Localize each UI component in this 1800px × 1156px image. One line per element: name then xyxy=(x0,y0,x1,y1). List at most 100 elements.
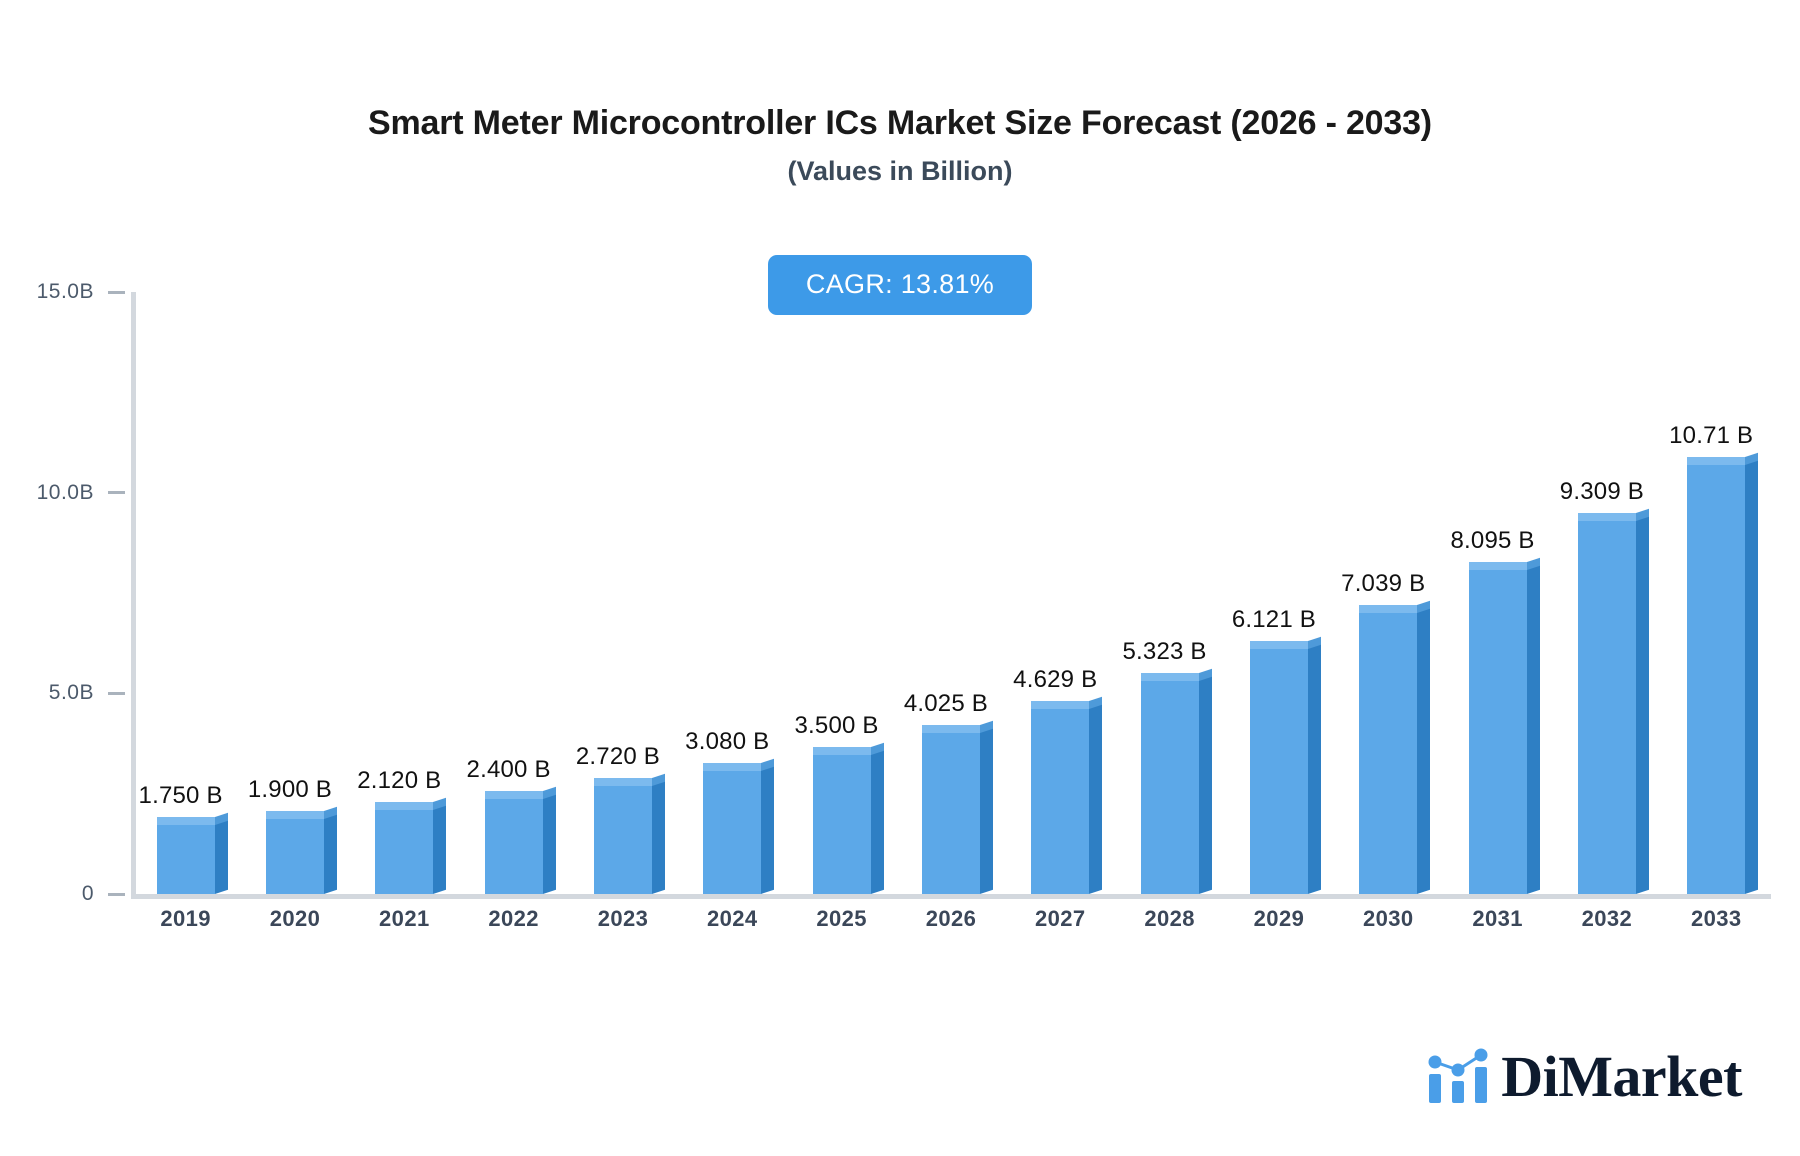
bar-front-face xyxy=(156,823,215,894)
x-axis-label-2027: 2027 xyxy=(1035,906,1086,931)
bar[interactable]: 5.323 B xyxy=(1122,638,1212,894)
x-axis-label-2026: 2026 xyxy=(925,906,977,931)
bar-side-face xyxy=(1526,564,1540,894)
bar-top-face xyxy=(703,763,762,772)
bar-slot: 5.323 B xyxy=(1115,292,1224,894)
x-axis-line xyxy=(131,894,1771,899)
bar[interactable]: 9.309 B xyxy=(1560,478,1649,894)
bar-top-face xyxy=(812,746,871,755)
bar[interactable]: 3.080 B xyxy=(685,728,775,894)
bar-value-label: 1.750 B xyxy=(138,781,223,809)
bar-top-face xyxy=(1249,641,1308,650)
bar-front-face xyxy=(1687,464,1746,894)
bar-top-face xyxy=(156,816,215,825)
bar[interactable]: 8.095 B xyxy=(1450,527,1540,894)
x-axis-label-2033: 2033 xyxy=(1690,906,1742,931)
x-axis-label-2031: 2031 xyxy=(1472,906,1523,931)
bar-value-label: 4.629 B xyxy=(1013,666,1098,694)
bar-chart-dots-icon xyxy=(1428,1048,1488,1103)
bar-slot: 1.750 B xyxy=(131,292,240,894)
bar-slot: 2.720 B xyxy=(568,292,677,894)
bar-slot: 3.080 B xyxy=(678,292,787,894)
x-axis-label-2020: 2020 xyxy=(269,906,321,931)
bar[interactable]: 2.400 B xyxy=(467,756,556,894)
bar-side-face xyxy=(870,749,884,894)
bar-series: 1.750 B 1.900 B 2.120 B 2.400 B 2.720 B 3.080… xyxy=(131,292,1771,894)
bar-top-face xyxy=(1468,562,1527,571)
y-tick-mark xyxy=(108,290,125,294)
bar-top-face xyxy=(1359,604,1418,613)
bar-front-face xyxy=(1577,520,1636,894)
logo-wordmark: DiMarket xyxy=(1501,1044,1742,1109)
bar-slot: 8.095 B xyxy=(1443,292,1552,894)
bar-value-label: 8.095 B xyxy=(1450,527,1535,555)
y-tick-label: 15.0B xyxy=(36,280,94,303)
bar-value-label: 6.121 B xyxy=(1231,606,1316,634)
bar[interactable]: 1.750 B xyxy=(139,782,228,894)
bar-front-face xyxy=(265,817,324,894)
bar-value-label: 2.720 B xyxy=(575,742,660,770)
bar[interactable]: 2.120 B xyxy=(357,767,447,894)
bar-value-label: 4.025 B xyxy=(903,690,988,718)
bar-slot: 4.629 B xyxy=(1006,292,1115,894)
page-title: Smart Meter Microcontroller ICs Market S… xyxy=(368,104,1432,142)
bar-top-face xyxy=(484,790,543,799)
y-tick-mark xyxy=(108,691,125,695)
bar-slot: 10.71 B xyxy=(1662,292,1771,894)
x-axis-label-2022: 2022 xyxy=(488,906,539,931)
bar-value-label: 3.500 B xyxy=(794,711,879,739)
bar-value-label: 3.080 B xyxy=(685,728,770,756)
bar-side-face xyxy=(323,813,337,894)
bar-front-face xyxy=(484,797,543,894)
bar-side-face xyxy=(1307,644,1321,894)
bar-front-face xyxy=(703,770,762,894)
bar-value-label: 5.323 B xyxy=(1122,638,1207,666)
bar-value-label: 1.900 B xyxy=(247,775,333,803)
bar-side-face xyxy=(1417,607,1431,894)
dimarket-logo: DiMarket xyxy=(1427,1048,1742,1106)
x-axis-label-2029: 2029 xyxy=(1253,906,1305,931)
bar-top-face xyxy=(921,725,980,734)
bar-value-label: 2.120 B xyxy=(357,766,442,794)
bar-slot: 9.309 B xyxy=(1552,292,1661,894)
bar[interactable]: 3.500 B xyxy=(795,712,884,894)
bar[interactable]: 6.121 B xyxy=(1232,606,1321,894)
bar-side-face xyxy=(214,819,228,894)
bar-top-face xyxy=(1687,457,1746,466)
y-tick-label: 5.0B xyxy=(48,681,94,705)
x-axis-label-2030: 2030 xyxy=(1363,906,1414,931)
bar-side-face xyxy=(1745,459,1759,894)
bar-slot: 3.500 B xyxy=(787,292,896,894)
bar-value-label: 10.71 B xyxy=(1669,422,1754,450)
y-tick-mark xyxy=(108,491,125,495)
x-axis-label-2024: 2024 xyxy=(707,906,758,931)
bar[interactable]: 1.900 B xyxy=(248,776,337,894)
x-axis-label-2019: 2019 xyxy=(160,906,211,931)
bar-front-face xyxy=(375,808,434,894)
bar[interactable]: 7.039 B xyxy=(1341,570,1431,894)
bar-front-face xyxy=(812,753,871,894)
y-axis-line xyxy=(131,292,136,899)
y-tick-label: 0 xyxy=(81,882,94,905)
bar-slot: 2.400 B xyxy=(459,292,568,894)
bar-top-face xyxy=(1031,701,1090,710)
x-axis-label-2023: 2023 xyxy=(597,906,649,931)
bar[interactable]: 4.629 B xyxy=(1013,666,1103,894)
x-axis-label-2021: 2021 xyxy=(379,906,430,931)
bar-side-face xyxy=(433,804,447,894)
bar-slot: 1.900 B xyxy=(240,292,349,894)
bar-top-face xyxy=(1140,673,1199,682)
x-axis-labels: 2019 2020 2021 2022 2023 2024 2025 2026 2027 2028… xyxy=(131,906,1771,932)
bar-side-face xyxy=(1198,676,1212,894)
bar-front-face xyxy=(1249,648,1308,894)
bar[interactable]: 10.71 B xyxy=(1669,422,1759,894)
bar-slot: 4.025 B xyxy=(896,292,1005,894)
bar-side-face xyxy=(542,793,556,894)
bar-side-face xyxy=(651,780,665,894)
bar-top-face xyxy=(1577,513,1636,522)
bar[interactable]: 2.720 B xyxy=(576,743,665,894)
bar[interactable]: 4.025 B xyxy=(904,690,993,894)
title-block: Smart Meter Microcontroller ICs Market S… xyxy=(0,104,1800,187)
x-axis-label-2032: 2032 xyxy=(1581,906,1633,931)
